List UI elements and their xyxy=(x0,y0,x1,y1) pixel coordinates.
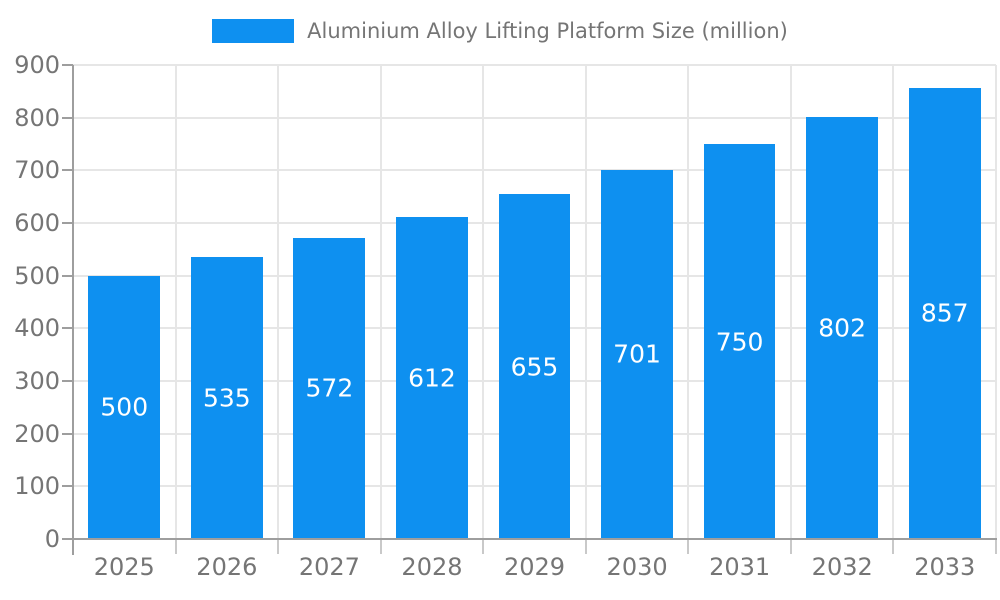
v-gridline xyxy=(584,65,587,539)
bar-2033[interactable]: 857 xyxy=(908,87,981,539)
bar-value-label: 612 xyxy=(408,363,456,393)
bar-2031[interactable]: 750 xyxy=(703,144,776,539)
x-tick-label: 2029 xyxy=(503,553,566,581)
bar-2028[interactable]: 612 xyxy=(396,216,468,539)
y-axis-tick xyxy=(62,327,73,330)
y-axis-tick xyxy=(62,169,73,172)
x-tick-label: 2027 xyxy=(298,553,360,581)
x-axis-tick xyxy=(789,539,792,554)
x-tick-label: 2026 xyxy=(196,553,258,581)
plot-area: 500 535 572 612 655 701 750 802 857 xyxy=(62,64,997,555)
v-gridline xyxy=(277,65,280,539)
y-tick-label: 800 xyxy=(14,103,60,132)
v-gridline xyxy=(482,65,485,539)
x-tick-label: 2025 xyxy=(93,553,155,581)
bar-2026[interactable]: 535 xyxy=(190,257,263,539)
y-axis-tick xyxy=(62,538,73,540)
y-axis-tick xyxy=(62,380,73,383)
bar-2025[interactable]: 500 xyxy=(88,275,161,539)
x-tick-label: 2031 xyxy=(709,553,771,581)
x-tick-label: 2028 xyxy=(401,553,463,581)
bar-2029[interactable]: 655 xyxy=(498,194,571,539)
bar-slot-2030: 701 xyxy=(586,65,689,539)
h-gridline xyxy=(73,116,996,119)
h-gridline xyxy=(73,64,996,66)
y-axis-labels: 0 100 200 300 400 500 600 700 800 900 xyxy=(0,51,60,553)
v-gridline xyxy=(789,65,792,539)
v-gridline xyxy=(892,65,895,539)
bar-value-label: 857 xyxy=(920,298,969,328)
y-axis-tick xyxy=(62,116,73,119)
y-tick-label: 500 xyxy=(14,261,60,290)
bar-value-label: 535 xyxy=(202,383,251,413)
bar-value-label: 572 xyxy=(305,373,354,403)
bar-2030[interactable]: 701 xyxy=(601,169,673,539)
y-axis-tick xyxy=(62,485,73,488)
bar-slot-2027: 572 xyxy=(278,65,381,539)
y-axis-line xyxy=(72,65,74,555)
x-axis-tick xyxy=(277,539,280,554)
bar-slot-2033: 857 xyxy=(893,65,996,539)
x-axis-tick xyxy=(379,539,382,554)
y-axis-tick xyxy=(62,222,73,225)
y-axis-tick xyxy=(62,274,73,277)
x-tick-label: 2032 xyxy=(811,553,873,581)
x-axis-tick xyxy=(482,539,485,554)
bar-value-label: 802 xyxy=(818,313,866,343)
bar-slot-2026: 535 xyxy=(176,65,279,539)
y-tick-label: 600 xyxy=(14,208,60,237)
bar-slot-2028: 612 xyxy=(381,65,484,539)
bar-value-label: 500 xyxy=(100,392,149,422)
x-axis-tick xyxy=(892,539,895,554)
bar-2032[interactable]: 802 xyxy=(806,116,879,539)
bar-2027[interactable]: 572 xyxy=(293,237,366,539)
v-gridline xyxy=(995,65,997,539)
v-gridline xyxy=(687,65,690,539)
x-tick-label: 2030 xyxy=(606,553,668,581)
y-axis-tick xyxy=(62,432,73,435)
legend-label: Aluminium Alloy Lifting Platform Size (m… xyxy=(307,19,788,43)
y-tick-label: 400 xyxy=(14,314,60,343)
y-tick-label: 0 xyxy=(44,525,60,553)
bar-value-label: 701 xyxy=(613,339,661,369)
x-axis-labels: 2025 2026 2027 2028 2029 2030 2031 2032 2033 xyxy=(73,553,996,581)
y-tick-label: 700 xyxy=(14,156,60,185)
y-tick-label: 200 xyxy=(14,419,60,448)
x-axis-line xyxy=(72,538,997,540)
y-axis-tick xyxy=(62,64,73,66)
bar-slot-2032: 802 xyxy=(791,65,894,539)
x-tick-label: 2033 xyxy=(914,553,976,581)
bar-value-label: 750 xyxy=(715,327,764,356)
x-axis-tick xyxy=(995,539,997,554)
y-tick-label: 900 xyxy=(14,51,60,79)
v-gridline xyxy=(174,65,177,539)
y-tick-label: 100 xyxy=(14,472,60,501)
bar-slot-2031: 750 xyxy=(688,65,791,539)
v-gridline xyxy=(379,65,382,539)
x-axis-tick xyxy=(174,539,177,554)
bar-value-label: 655 xyxy=(510,352,559,382)
legend-swatch xyxy=(212,19,295,43)
bar-slot-2025: 500 xyxy=(73,65,176,539)
y-tick-label: 300 xyxy=(14,366,60,395)
legend[interactable]: Aluminium Alloy Lifting Platform Size (m… xyxy=(0,19,1000,43)
h-gridline xyxy=(73,169,996,172)
x-axis-tick xyxy=(687,539,690,554)
x-axis-tick xyxy=(584,539,587,554)
bar-slot-2029: 655 xyxy=(483,65,586,539)
